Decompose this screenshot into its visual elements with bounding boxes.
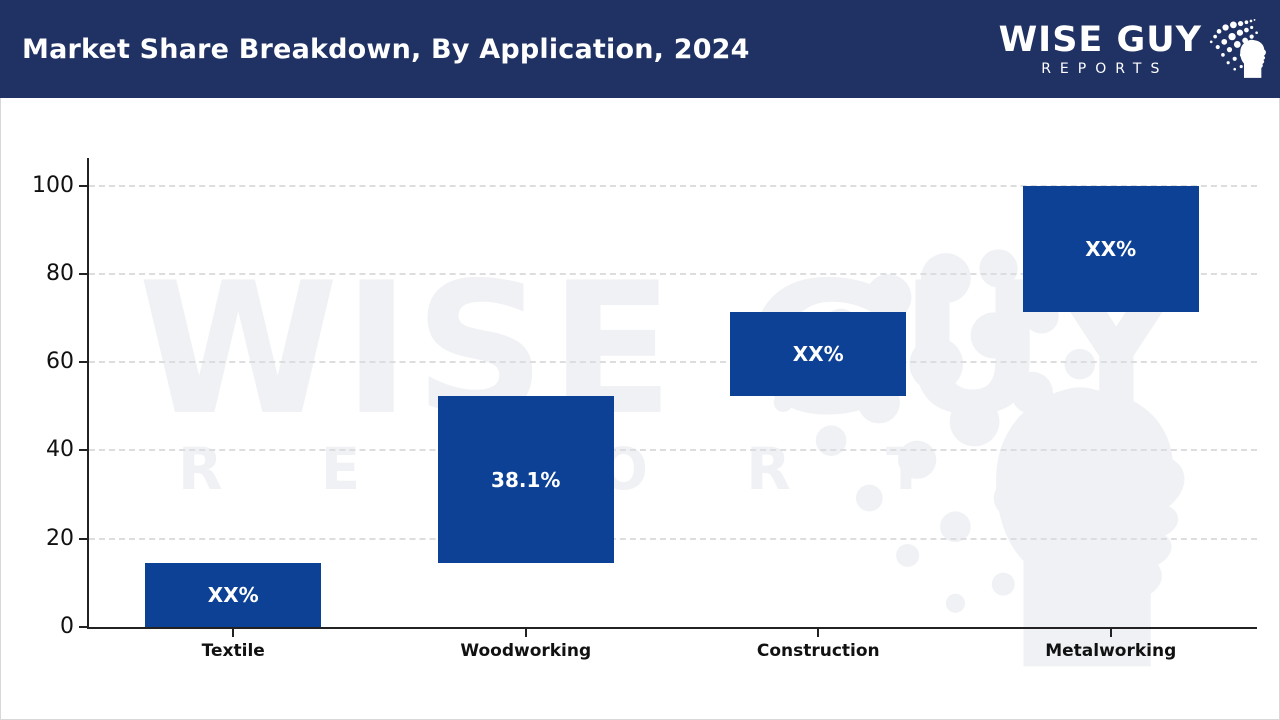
y-axis-tick-100	[79, 184, 87, 187]
x-axis-tick-metalworking	[1109, 629, 1112, 637]
x-axis-line	[87, 627, 1257, 629]
y-axis-label-60: 60	[46, 349, 74, 375]
gridline-y100	[89, 184, 1257, 187]
gridline-y60	[89, 361, 1257, 364]
y-axis-tick-20	[79, 537, 87, 540]
y-axis-line	[87, 158, 89, 629]
y-axis-label-80: 80	[46, 260, 74, 286]
bar-value-label-metalworking: XX%	[1085, 236, 1137, 261]
y-axis-label-20: 20	[46, 525, 74, 551]
x-axis-label-construction: Construction	[756, 641, 880, 661]
brand-logo-text: WISE GUY REPORTS	[998, 19, 1202, 77]
x-axis-label-metalworking: Metalworking	[1045, 641, 1177, 661]
x-axis-tick-woodworking	[524, 629, 527, 637]
bar-textile: XX%	[145, 563, 322, 627]
x-axis-label-woodworking: Woodworking	[460, 641, 592, 661]
x-axis-label-textile: Textile	[201, 641, 265, 661]
brand-subname: REPORTS	[1041, 60, 1169, 77]
y-axis-label-0: 0	[60, 614, 74, 639]
y-axis-label-40: 40	[46, 437, 74, 463]
bar-value-label-textile: XX%	[207, 583, 259, 608]
y-axis-label-100: 100	[32, 172, 74, 198]
gridline-y80	[89, 272, 1257, 275]
bar-metalworking: XX%	[1022, 185, 1199, 312]
header-bar: Market Share Breakdown, By Application, …	[0, 0, 1280, 98]
page-title: Market Share Breakdown, By Application, …	[22, 33, 750, 65]
bar-value-label-woodworking: 38.1%	[491, 467, 561, 492]
y-axis-tick-40	[79, 449, 87, 452]
x-axis-tick-construction	[817, 629, 820, 637]
bar-woodworking: 38.1%	[437, 396, 614, 564]
bar-value-label-construction: XX%	[792, 341, 844, 366]
gridline-y40	[89, 449, 1257, 452]
brand-logo: WISE GUY REPORTS	[999, 16, 1266, 82]
bar-construction: XX%	[730, 311, 907, 397]
brand-name: WISE GUY	[998, 19, 1202, 60]
y-axis-tick-80	[79, 272, 87, 275]
y-axis-tick-60	[79, 361, 87, 364]
x-axis-tick-textile	[232, 629, 235, 637]
gridline-y20	[89, 537, 1257, 540]
y-axis-tick-0	[79, 626, 87, 628]
